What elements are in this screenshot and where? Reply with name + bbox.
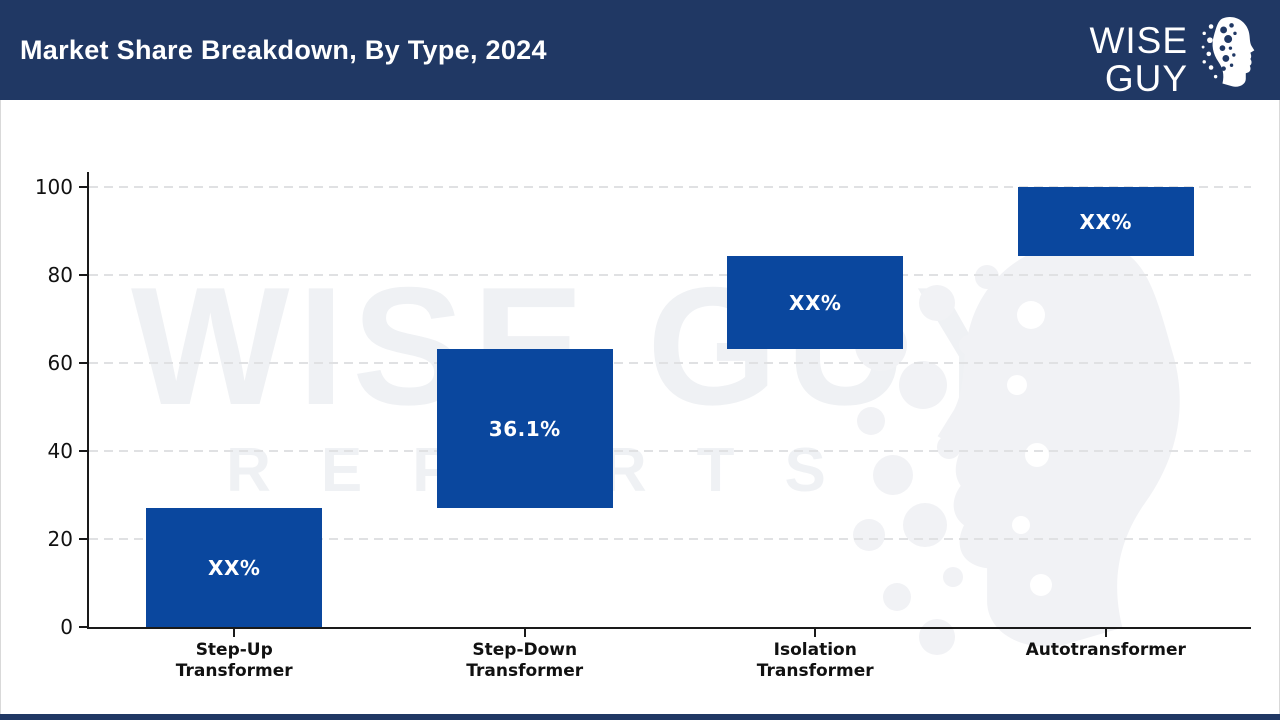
- bar-value-label: XX%: [1079, 209, 1132, 234]
- bar-value-label: 36.1%: [488, 416, 561, 441]
- page-title: Market Share Breakdown, By Type, 2024: [20, 34, 547, 65]
- ytick-label: 60: [47, 351, 73, 375]
- xtick-mark: [1104, 627, 1107, 637]
- bar-4: XX%: [1017, 187, 1194, 257]
- xtick-mark: [814, 627, 817, 637]
- ytick-mark: [79, 538, 89, 540]
- header-bar: Market Share Breakdown, By Type, 2024 WI…: [0, 0, 1280, 117]
- ytick-mark: [79, 362, 89, 364]
- ytick-label: 40: [47, 439, 73, 463]
- ytick-label: 80: [47, 263, 73, 287]
- ytick-label: 0: [60, 615, 73, 639]
- xtick-mark: [523, 627, 526, 637]
- ytick-label: 100: [34, 175, 73, 199]
- gridline-y80: [89, 274, 1251, 276]
- logo-brand-name: WISE GUY: [1089, 20, 1188, 99]
- bar-value-label: XX%: [789, 290, 842, 315]
- category-label-4: Autotransformer: [1025, 640, 1186, 660]
- ytick-label: 20: [47, 527, 73, 551]
- bar-value-label: XX%: [208, 555, 261, 580]
- ytick-mark: [79, 450, 89, 452]
- bar-3: XX%: [727, 256, 904, 350]
- bar-2: 36.1%: [436, 349, 613, 509]
- xtick-mark: [233, 627, 236, 637]
- ytick-mark: [79, 186, 89, 188]
- bar-1: XX%: [146, 508, 323, 627]
- wiseguy-head-icon: [1201, 16, 1255, 87]
- ytick-mark: [79, 626, 89, 628]
- category-label-1: Step-Up Transformer: [175, 640, 293, 681]
- wiseguy-logo: WISE GUY REPORTS: [1016, 8, 1266, 117]
- category-label-3: Isolation Transformer: [756, 640, 874, 681]
- watermark-head-icon: [853, 242, 1180, 655]
- gridline-y40: [89, 450, 1251, 452]
- category-label-2: Step-Down Transformer: [466, 640, 584, 681]
- plot-area: 0 20 40 60 80 100 XX% 36.1% XX% XX% Step-Up Transfo…: [1, 100, 1280, 720]
- x-axis-line: [87, 627, 1251, 629]
- y-axis-line: [87, 172, 89, 629]
- footer-bar: [0, 714, 1280, 720]
- gridline-y20: [89, 538, 1251, 540]
- ytick-mark: [79, 274, 89, 276]
- gridline-y60: [89, 362, 1251, 364]
- gridline-y100: [89, 186, 1251, 188]
